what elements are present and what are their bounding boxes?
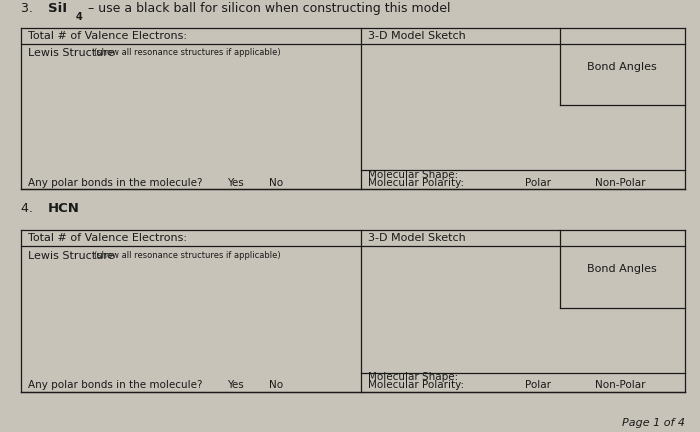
- Text: SiI: SiI: [48, 2, 66, 15]
- Text: Polar: Polar: [525, 178, 551, 187]
- Text: Page 1 of 4: Page 1 of 4: [622, 418, 685, 428]
- Text: 3-D Model Sketch: 3-D Model Sketch: [368, 31, 466, 41]
- Text: No: No: [270, 178, 284, 187]
- Text: Polar: Polar: [525, 380, 551, 390]
- Text: No: No: [270, 380, 284, 390]
- Text: 3-D Model Sketch: 3-D Model Sketch: [368, 233, 466, 243]
- Text: Bond Angles: Bond Angles: [587, 61, 657, 72]
- Text: Yes: Yes: [228, 380, 244, 390]
- Text: Molecular Polarity:: Molecular Polarity:: [368, 380, 463, 390]
- Text: Total # of Valence Electrons:: Total # of Valence Electrons:: [28, 233, 187, 243]
- Text: Lewis Structure: Lewis Structure: [28, 48, 118, 58]
- Text: Any polar bonds in the molecule?: Any polar bonds in the molecule?: [28, 178, 202, 187]
- Text: Molecular Polarity:: Molecular Polarity:: [368, 178, 463, 187]
- Text: Bond Angles: Bond Angles: [587, 264, 657, 274]
- Text: (show all resonance structures if applicable): (show all resonance structures if applic…: [94, 251, 281, 260]
- Text: Any polar bonds in the molecule?: Any polar bonds in the molecule?: [28, 380, 202, 390]
- Text: 4: 4: [76, 12, 83, 22]
- Text: 3.: 3.: [21, 2, 41, 15]
- Text: Lewis Structure: Lewis Structure: [28, 251, 118, 260]
- Text: Molecular Shape:: Molecular Shape:: [368, 169, 458, 180]
- Text: – use a black ball for silicon when constructing this model: – use a black ball for silicon when cons…: [84, 2, 451, 15]
- Text: Non-Polar: Non-Polar: [595, 380, 645, 390]
- Text: Total # of Valence Electrons:: Total # of Valence Electrons:: [28, 31, 187, 41]
- Text: 4.: 4.: [21, 202, 41, 215]
- Text: (show all resonance structures if applicable): (show all resonance structures if applic…: [94, 48, 281, 57]
- Text: Non-Polar: Non-Polar: [595, 178, 645, 187]
- Text: HCN: HCN: [48, 202, 80, 215]
- Text: Molecular Shape:: Molecular Shape:: [368, 372, 458, 382]
- Text: Yes: Yes: [228, 178, 244, 187]
